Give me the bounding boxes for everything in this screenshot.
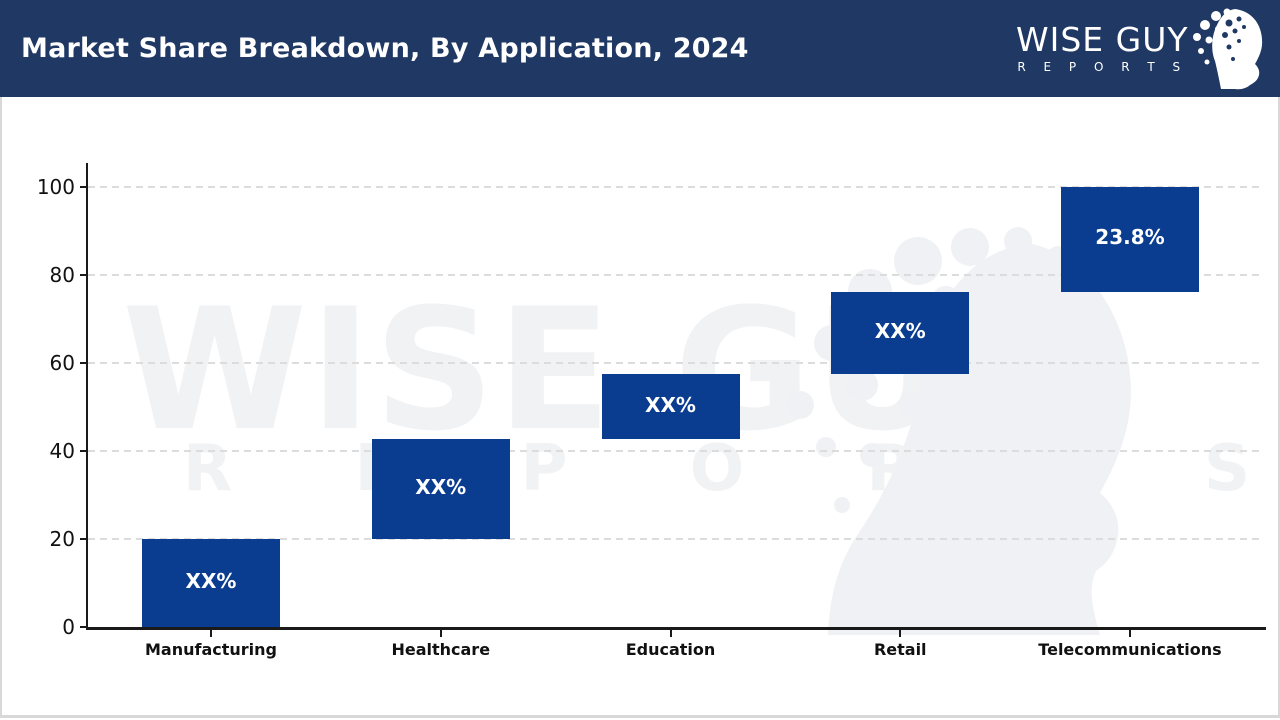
waterfall-bar [601,374,740,439]
x-axis-category-label: Education [625,640,716,659]
head-profile-logo-icon [1192,8,1262,90]
waterfall-bar [1061,187,1199,292]
x-axis-tick-mark [210,630,212,637]
y-axis-tick-label: 40 [49,439,75,463]
y-axis-tick-mark [80,274,88,276]
x-axis-spine [86,627,1266,630]
logo-wordmark: WISE GUY [1016,20,1189,59]
y-axis-tick-mark [80,626,88,628]
gridline [88,450,1262,452]
gridline [88,274,1262,276]
x-axis-tick-mark [669,630,672,637]
y-axis-tick-label: 60 [49,351,75,375]
waterfall-bar [371,438,510,539]
x-axis-tick-mark [1129,630,1131,637]
waterfall-bar [831,291,970,375]
gridline [88,538,1262,540]
x-axis-tick-mark [899,630,902,637]
y-axis-tick-mark [80,538,88,540]
bar-value-label: XX% [415,474,467,499]
page-title: Market Share Breakdown, By Application, … [21,33,749,64]
logo-text: WISE GUY R E P O R T S [1016,23,1189,75]
gridline [88,362,1262,364]
waterfall-bar [142,539,280,627]
wise-guy-reports-logo: WISE GUY R E P O R T S [1016,6,1266,92]
bar-value-label: XX% [645,392,696,417]
y-axis-tick-mark [80,450,88,452]
y-axis-tick-mark [80,362,88,364]
x-axis-category-label: Healthcare [391,640,491,659]
y-axis-tick-label: 100 [36,175,75,199]
bar-value-label: XX% [185,569,237,593]
bar-value-label: 23.8% [1095,225,1165,250]
x-axis-category-label: Retail [873,640,927,659]
x-axis-tick-mark [439,630,442,637]
y-axis-tick-mark [80,186,88,188]
x-axis-category-label: Telecommunications [1038,640,1222,659]
x-axis-category-label: Manufacturing [145,640,277,659]
gridline [88,186,1262,188]
y-axis-spine [86,163,88,629]
y-axis-tick-label: 80 [49,263,75,287]
bar-value-label: XX% [874,319,926,344]
header-bar: Market Share Breakdown, By Application, … [0,0,1280,97]
y-axis-tick-label: 0 [62,615,75,639]
y-axis-tick-label: 20 [49,527,75,551]
logo-subtitle: R E P O R T S [1017,60,1188,74]
